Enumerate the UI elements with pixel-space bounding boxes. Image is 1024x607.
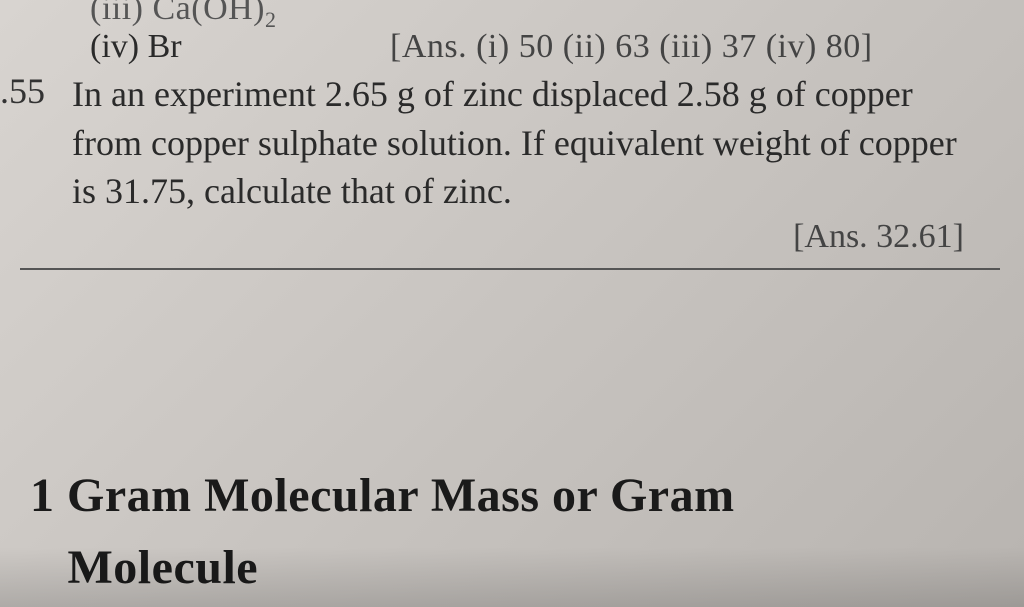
roman-iv: (iv) bbox=[90, 28, 139, 65]
compound-caoh2-sub: 2 bbox=[265, 7, 277, 32]
compound-caoh2-pre: Ca(OH) bbox=[152, 0, 265, 27]
answer-55: [Ans. 32.61] bbox=[793, 218, 964, 256]
heading-prefix: 1 bbox=[30, 469, 55, 522]
section-heading: 1 Gram Molecular Mass or Gram Molecule bbox=[30, 460, 735, 604]
divider bbox=[20, 268, 1000, 270]
option-iv: (iv) Br bbox=[90, 28, 182, 66]
page: (iii) Ca(OH)2 (iv) Br [Ans. (i) 50 (ii) … bbox=[0, 0, 1024, 607]
answer-prev: [Ans. (i) 50 (ii) 63 (iii) 37 (iv) 80] bbox=[390, 28, 873, 66]
question-55-body: In an experiment 2.65 g of zinc displace… bbox=[72, 70, 972, 216]
heading-line1: Gram Molecular Mass or Gram bbox=[67, 469, 735, 522]
option-iv-label: Br bbox=[148, 28, 182, 65]
roman-iii: (iii) bbox=[90, 0, 143, 27]
heading-line2: Molecule bbox=[68, 541, 259, 594]
question-number-55: .55 bbox=[0, 70, 45, 112]
